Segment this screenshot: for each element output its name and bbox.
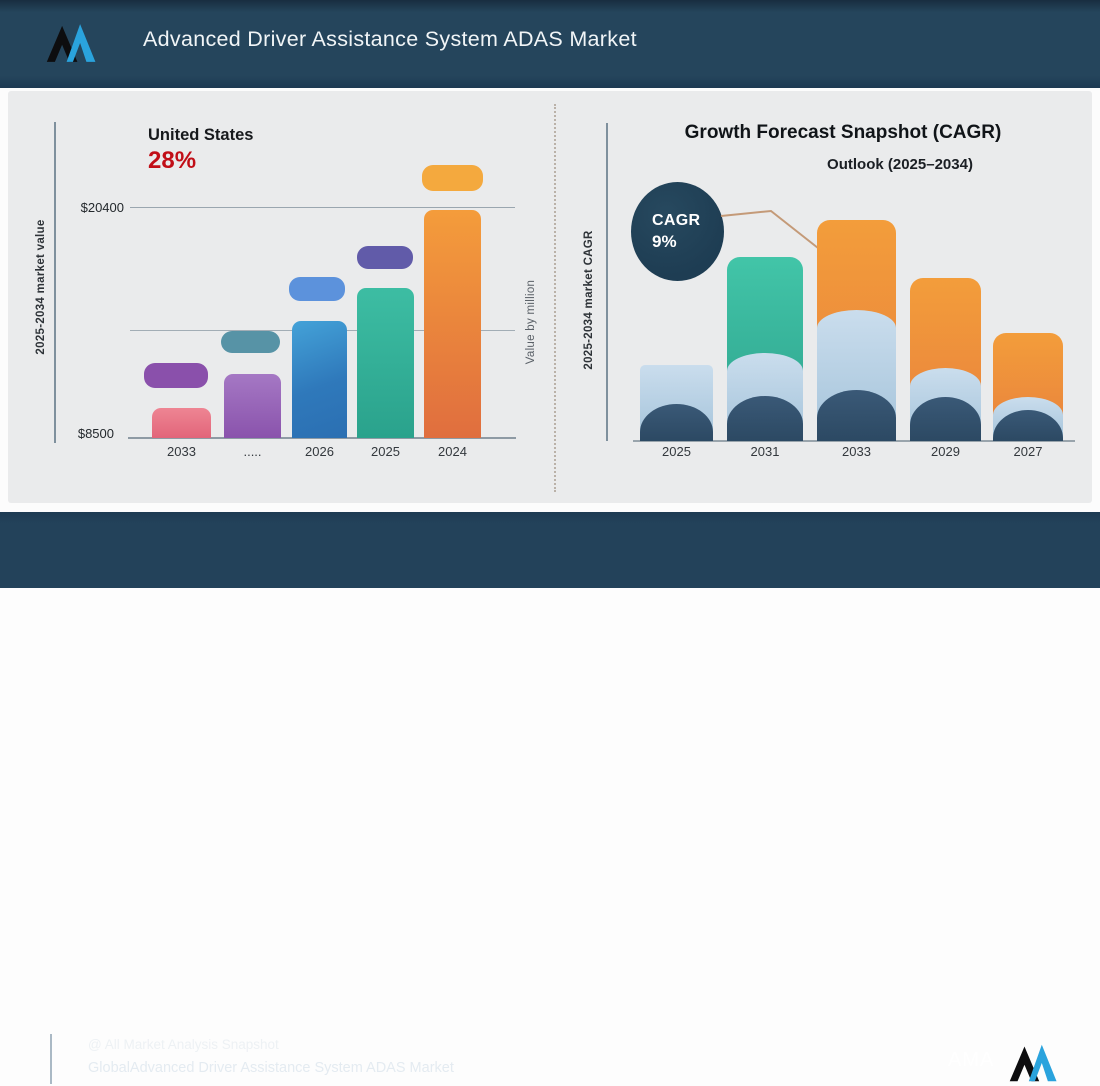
right-x-axis-line: [633, 440, 1075, 442]
gridline-20400: [130, 207, 515, 208]
left-bar-cap-3: [289, 277, 345, 301]
page-title: Advanced Driver Assistance System ADAS M…: [143, 27, 637, 51]
right-y-axis-label: 2025-2034 market CAGR: [583, 230, 595, 370]
left-x-tick-3: 2026: [305, 444, 334, 459]
right-x-tick-5: 2027: [1013, 444, 1043, 459]
country-label: United States: [148, 126, 254, 144]
left-y-axis-line: [54, 122, 56, 443]
cagr-badge-value: 9%: [652, 231, 677, 251]
right-x-tick-4: 2029: [931, 444, 960, 459]
panel-divider: [554, 104, 556, 492]
right-x-tick-1: 2025: [662, 444, 691, 459]
left-tick-bottom: $8500: [77, 426, 114, 441]
right-y-axis-line: [606, 123, 608, 441]
right-chart-title: Growth Forecast Snapshot (CAGR): [684, 122, 1002, 143]
right-bar-2-base: [727, 396, 803, 441]
footer-divider-rule: [50, 1034, 52, 1084]
left-bar-cap-5: [422, 165, 483, 191]
left-x-tick-4: 2025: [371, 444, 400, 459]
footer-credit: @ All Market Analysis Snapshot: [88, 1037, 279, 1052]
cagr-badge-label: CAGR: [652, 211, 701, 229]
left-bar-5: [424, 210, 481, 438]
left-bar-1: [152, 408, 211, 438]
cagr-badge: CAGR 9%: [631, 182, 724, 281]
footer-caption: GlobalAdvanced Driver Assistance System …: [88, 1060, 454, 1076]
right-x-tick-3: 2033: [842, 444, 871, 459]
country-percent-value: 28%: [148, 147, 197, 174]
value-by-million-label: Value by million: [525, 279, 537, 365]
left-bar-2: [224, 374, 281, 438]
left-bar-3: [292, 321, 347, 438]
left-x-tick-5: 2024: [438, 444, 467, 459]
ama-logo-icon: [46, 24, 96, 62]
left-bar-cap-2: [221, 331, 280, 353]
ama-logo-footer-icon: [1009, 1044, 1057, 1082]
left-x-axis-line: [128, 437, 516, 439]
right-bar-4-base: [910, 397, 981, 441]
left-bar-cap-4: [357, 246, 413, 269]
right-x-tick-2: 2031: [750, 444, 780, 459]
left-bar-cap-1: [144, 363, 208, 388]
left-x-tick-2: .....: [243, 444, 262, 459]
left-x-tick-1: 2033: [167, 444, 196, 459]
right-chart-subtitle: Outlook (2025–2034): [827, 156, 973, 173]
left-y-axis-label: 2025-2034 market value: [35, 219, 47, 355]
footer-brand-text: AMA: [948, 1049, 995, 1071]
right-bar-3-base: [817, 390, 896, 441]
header-band: Advanced Driver Assistance System ADAS M…: [0, 0, 1100, 88]
right-bar-1-base: [640, 404, 713, 441]
left-bar-4: [357, 288, 414, 438]
left-tick-top: $20400: [80, 200, 124, 215]
footer-band: @ All Market Analysis Snapshot GlobalAdv…: [0, 512, 1100, 1084]
